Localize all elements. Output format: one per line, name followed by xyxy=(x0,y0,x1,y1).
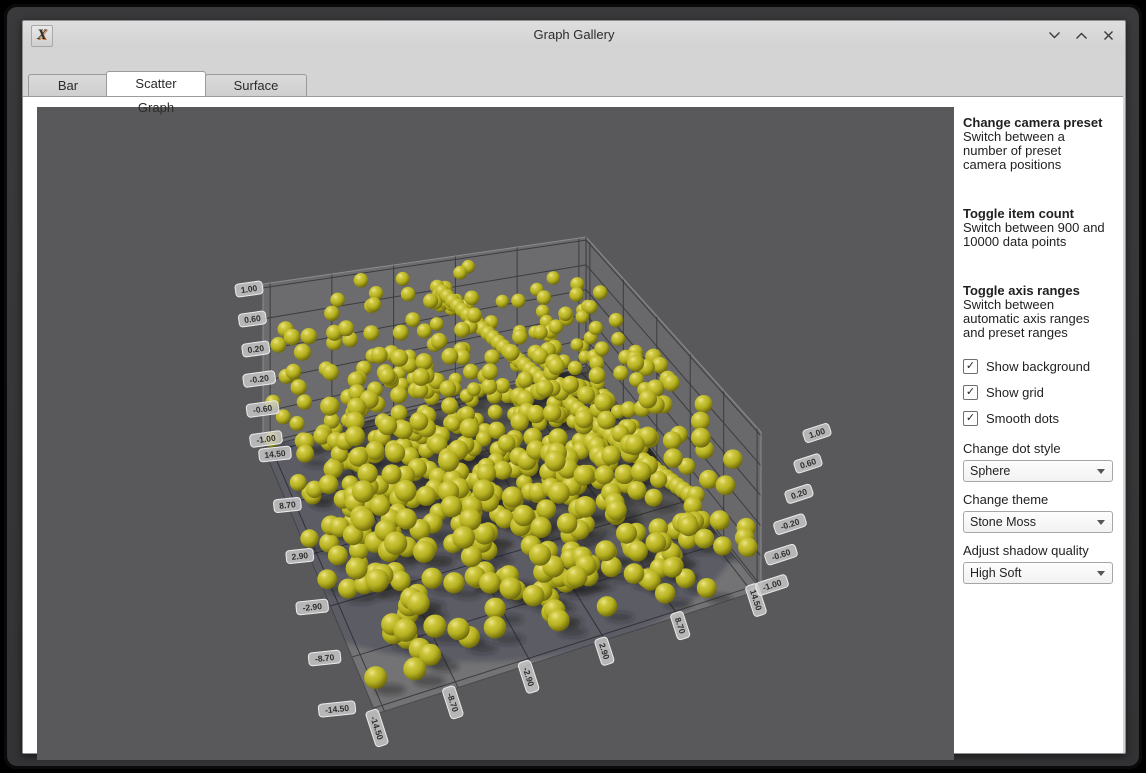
section-text: number of preset xyxy=(963,143,1062,158)
app-window: X Graph Gallery Bar Graph Scatter Graph xyxy=(22,20,1126,760)
chevron-down-icon xyxy=(1048,31,1061,40)
tab-surface-graph[interactable]: Surface Graph xyxy=(205,74,307,114)
checkbox-icon: ✓ xyxy=(963,384,978,400)
selected-value: Stone Moss xyxy=(970,515,1037,529)
section-text: Switch between 900 and xyxy=(963,220,1105,235)
section-title: Toggle item count xyxy=(963,206,1074,221)
tab-scatter-graph[interactable]: Scatter Graph xyxy=(106,71,206,115)
triangle-down-icon xyxy=(1097,571,1105,576)
checkbox-smooth-dots[interactable]: ✓ Smooth dots xyxy=(963,405,1121,431)
tab-bar: Bar Graph Scatter Graph Surface Graph xyxy=(23,49,1125,115)
dropdown-label-theme: Change theme xyxy=(963,492,1049,507)
svg-text:1.00: 1.00 xyxy=(808,426,827,441)
chevron-up-icon xyxy=(1075,31,1088,40)
section-text: and preset ranges xyxy=(963,325,1068,340)
tab-bar-graph[interactable]: Bar Graph xyxy=(28,74,108,114)
svg-text:-0.20: -0.20 xyxy=(249,373,270,386)
svg-text:1.00: 1.00 xyxy=(240,283,258,295)
svg-text:8.70: 8.70 xyxy=(673,616,688,635)
svg-text:-2.90: -2.90 xyxy=(302,601,323,613)
svg-text:-14.50: -14.50 xyxy=(324,703,349,715)
section-title: Toggle axis ranges xyxy=(963,283,1080,298)
window-controls xyxy=(1047,21,1115,49)
checkbox-show-grid[interactable]: ✓ Show grid xyxy=(963,379,1121,405)
svg-text:8.70: 8.70 xyxy=(279,499,297,511)
close-button[interactable] xyxy=(1101,28,1115,42)
section-title: Change camera preset xyxy=(963,115,1103,130)
dropdown-label-dot-style: Change dot style xyxy=(963,441,1061,456)
section-text: 10000 data points xyxy=(963,234,1067,249)
shadow-quality-select[interactable]: High Soft xyxy=(963,562,1113,584)
content-pane: 1.00 0.60 0.20 -0.20 -0.60 -1.00 14.50 8.70 2.90… xyxy=(23,96,1123,760)
svg-text:0.20: 0.20 xyxy=(247,343,265,355)
selected-value: Sphere xyxy=(970,464,1011,478)
title-bar[interactable]: X Graph Gallery xyxy=(23,21,1125,50)
svg-text:0.60: 0.60 xyxy=(244,313,262,325)
triangle-down-icon xyxy=(1097,469,1105,474)
triangle-down-icon xyxy=(1097,520,1105,525)
theme-select[interactable]: Stone Moss xyxy=(963,511,1113,533)
checkbox-label: Show background xyxy=(986,358,1091,374)
minimize-button[interactable] xyxy=(1047,28,1061,42)
app-icon: X xyxy=(31,25,53,47)
svg-text:2.90: 2.90 xyxy=(597,642,612,661)
checkbox-label: Smooth dots xyxy=(986,410,1059,426)
window-title: Graph Gallery xyxy=(533,27,615,42)
controls-panel: Change camera preset Switch between a nu… xyxy=(963,107,1121,584)
section-text: Switch between a xyxy=(963,129,1065,144)
svg-text:14.50: 14.50 xyxy=(264,448,286,460)
section-text: Switch between xyxy=(963,297,1055,312)
svg-text:-0.60: -0.60 xyxy=(252,403,273,416)
close-icon xyxy=(1103,30,1114,41)
dropdown-label-shadow-quality: Adjust shadow quality xyxy=(963,543,1089,558)
svg-text:-8.70: -8.70 xyxy=(314,652,335,664)
section-text: automatic axis ranges xyxy=(963,311,1090,326)
maximize-button[interactable] xyxy=(1074,28,1088,42)
svg-text:2.90: 2.90 xyxy=(291,550,309,562)
scatter-3d-canvas[interactable]: 1.00 0.60 0.20 -0.20 -0.60 -1.00 14.50 8.70 2.90… xyxy=(37,107,954,760)
checkbox-icon: ✓ xyxy=(963,410,978,426)
section-text: camera positions xyxy=(963,157,1062,172)
checkbox-show-background[interactable]: ✓ Show background xyxy=(963,353,1121,379)
selected-value: High Soft xyxy=(970,566,1022,580)
checkbox-label: Show grid xyxy=(986,384,1044,400)
checkbox-icon: ✓ xyxy=(963,358,978,374)
svg-text:0.60: 0.60 xyxy=(799,456,818,471)
dot-style-select[interactable]: Sphere xyxy=(963,460,1113,482)
svg-text:0.20: 0.20 xyxy=(790,486,809,501)
svg-text:-1.00: -1.00 xyxy=(256,433,277,446)
